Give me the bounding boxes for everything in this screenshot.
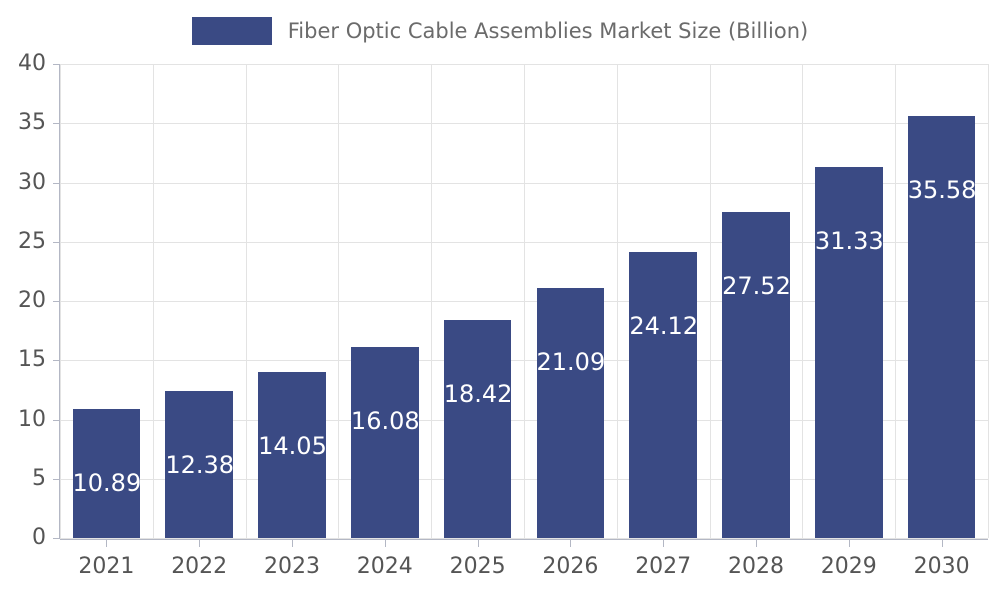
x-axis-tick-mark bbox=[849, 540, 850, 547]
y-axis-tick-mark bbox=[53, 301, 60, 302]
x-axis-tick-mark bbox=[663, 540, 664, 547]
bar[interactable] bbox=[907, 116, 976, 538]
gridline-horizontal bbox=[60, 538, 988, 539]
x-axis-tick-label: 2023 bbox=[263, 554, 320, 579]
x-axis-tick-label: 2026 bbox=[542, 554, 599, 579]
legend-swatch-icon bbox=[191, 17, 272, 45]
bar-value-label: 31.33 bbox=[814, 226, 884, 255]
gridline-vertical bbox=[338, 64, 339, 538]
bar[interactable] bbox=[258, 371, 326, 538]
bar[interactable] bbox=[814, 166, 883, 538]
bar[interactable] bbox=[443, 319, 512, 538]
bar-column[interactable]: 12.38 bbox=[165, 64, 235, 538]
gridline-vertical bbox=[988, 64, 989, 538]
bar-value-label: 18.42 bbox=[443, 379, 513, 408]
bar-value-label: 12.38 bbox=[165, 451, 235, 480]
x-axis-tick-label: 2030 bbox=[913, 554, 970, 579]
y-axis-tick-mark bbox=[53, 182, 60, 184]
y-axis-tick-label: 40 bbox=[18, 51, 46, 76]
x-axis-tick-mark bbox=[942, 540, 943, 547]
x-axis-tick-mark bbox=[570, 540, 571, 547]
bar-value-label: 14.05 bbox=[258, 431, 327, 460]
x-axis-tick-mark bbox=[199, 540, 200, 547]
bar[interactable] bbox=[72, 408, 141, 538]
x-axis-tick-label: 2027 bbox=[635, 554, 692, 579]
bar-column[interactable]: 24.12 bbox=[629, 64, 699, 538]
bar-value-label: 27.52 bbox=[722, 271, 791, 300]
gridline-vertical bbox=[60, 64, 61, 538]
bar-column[interactable]: 16.08 bbox=[350, 64, 420, 538]
gridline-vertical bbox=[246, 64, 247, 538]
y-axis-tick-mark bbox=[53, 360, 60, 362]
y-axis-tick-label: 10 bbox=[18, 406, 46, 432]
plot-area: 10.89 12.38 14.05 16.08 18.42 21.09 24.12 27.52… bbox=[60, 64, 989, 539]
gridline-vertical bbox=[710, 64, 711, 538]
y-axis-tick-label: 15 bbox=[18, 347, 46, 373]
x-axis-tick-label: 2028 bbox=[727, 554, 784, 579]
y-axis-tick-mark bbox=[53, 241, 60, 243]
gridline-vertical bbox=[895, 64, 896, 538]
bar-column[interactable]: 31.33 bbox=[814, 64, 884, 538]
gridline-vertical bbox=[153, 64, 154, 538]
bar[interactable] bbox=[165, 391, 234, 538]
y-axis-tick-label: 20 bbox=[18, 288, 46, 313]
bar-value-label: 10.89 bbox=[72, 468, 142, 497]
y-axis-tick-label: 0 bbox=[32, 525, 46, 550]
legend-item-market-size[interactable]: Fiber Optic Cable Assemblies Market Size… bbox=[191, 17, 809, 45]
y-axis-tick-mark bbox=[53, 123, 60, 125]
x-axis-tick-mark bbox=[106, 540, 107, 547]
bar[interactable] bbox=[350, 347, 419, 538]
bar[interactable] bbox=[536, 288, 605, 538]
x-axis-tick-label: 2022 bbox=[171, 554, 228, 579]
gridline-vertical bbox=[524, 64, 525, 538]
y-axis-tick-label: 30 bbox=[18, 169, 46, 195]
bar-column[interactable]: 35.58 bbox=[907, 64, 977, 538]
bar[interactable] bbox=[722, 211, 790, 538]
y-axis-tick-mark bbox=[53, 478, 60, 480]
bar-column[interactable]: 27.52 bbox=[722, 64, 791, 538]
bar[interactable] bbox=[629, 252, 698, 538]
bar-column[interactable]: 10.89 bbox=[72, 64, 142, 538]
y-axis-tick-mark bbox=[53, 64, 60, 65]
gridline-vertical bbox=[617, 64, 618, 538]
bar-value-label: 35.58 bbox=[907, 176, 977, 205]
x-axis-tick-mark bbox=[385, 540, 386, 547]
x-axis-tick-mark bbox=[756, 540, 757, 547]
legend-item-label: Fiber Optic Cable Assemblies Market Size… bbox=[287, 18, 809, 43]
x-axis-tick-label: 2024 bbox=[356, 554, 413, 579]
gridline-vertical bbox=[802, 64, 803, 538]
bar-value-label: 16.08 bbox=[350, 407, 420, 436]
x-axis-tick-label: 2021 bbox=[78, 554, 135, 579]
y-axis-tick-label: 35 bbox=[18, 110, 46, 136]
y-axis-tick-label: 5 bbox=[32, 465, 46, 491]
y-axis-tick-mark bbox=[53, 538, 60, 539]
x-axis-tick-mark bbox=[478, 540, 479, 547]
gridline-vertical bbox=[431, 64, 432, 538]
x-axis-tick-label: 2025 bbox=[449, 554, 506, 579]
bar-column[interactable]: 14.05 bbox=[258, 64, 327, 538]
x-axis-spine bbox=[60, 538, 988, 540]
bar-value-label: 24.12 bbox=[629, 312, 699, 341]
x-axis-tick-mark bbox=[292, 540, 293, 547]
bar-column[interactable]: 18.42 bbox=[443, 64, 513, 538]
y-axis-tick-label: 25 bbox=[18, 228, 46, 254]
chart-legend: Fiber Optic Cable Assemblies Market Size… bbox=[0, 0, 1000, 62]
y-axis-tick-mark bbox=[53, 419, 60, 421]
bar-column[interactable]: 21.09 bbox=[536, 64, 606, 538]
x-axis-tick-label: 2029 bbox=[820, 554, 877, 579]
bar-value-label: 21.09 bbox=[536, 348, 606, 377]
